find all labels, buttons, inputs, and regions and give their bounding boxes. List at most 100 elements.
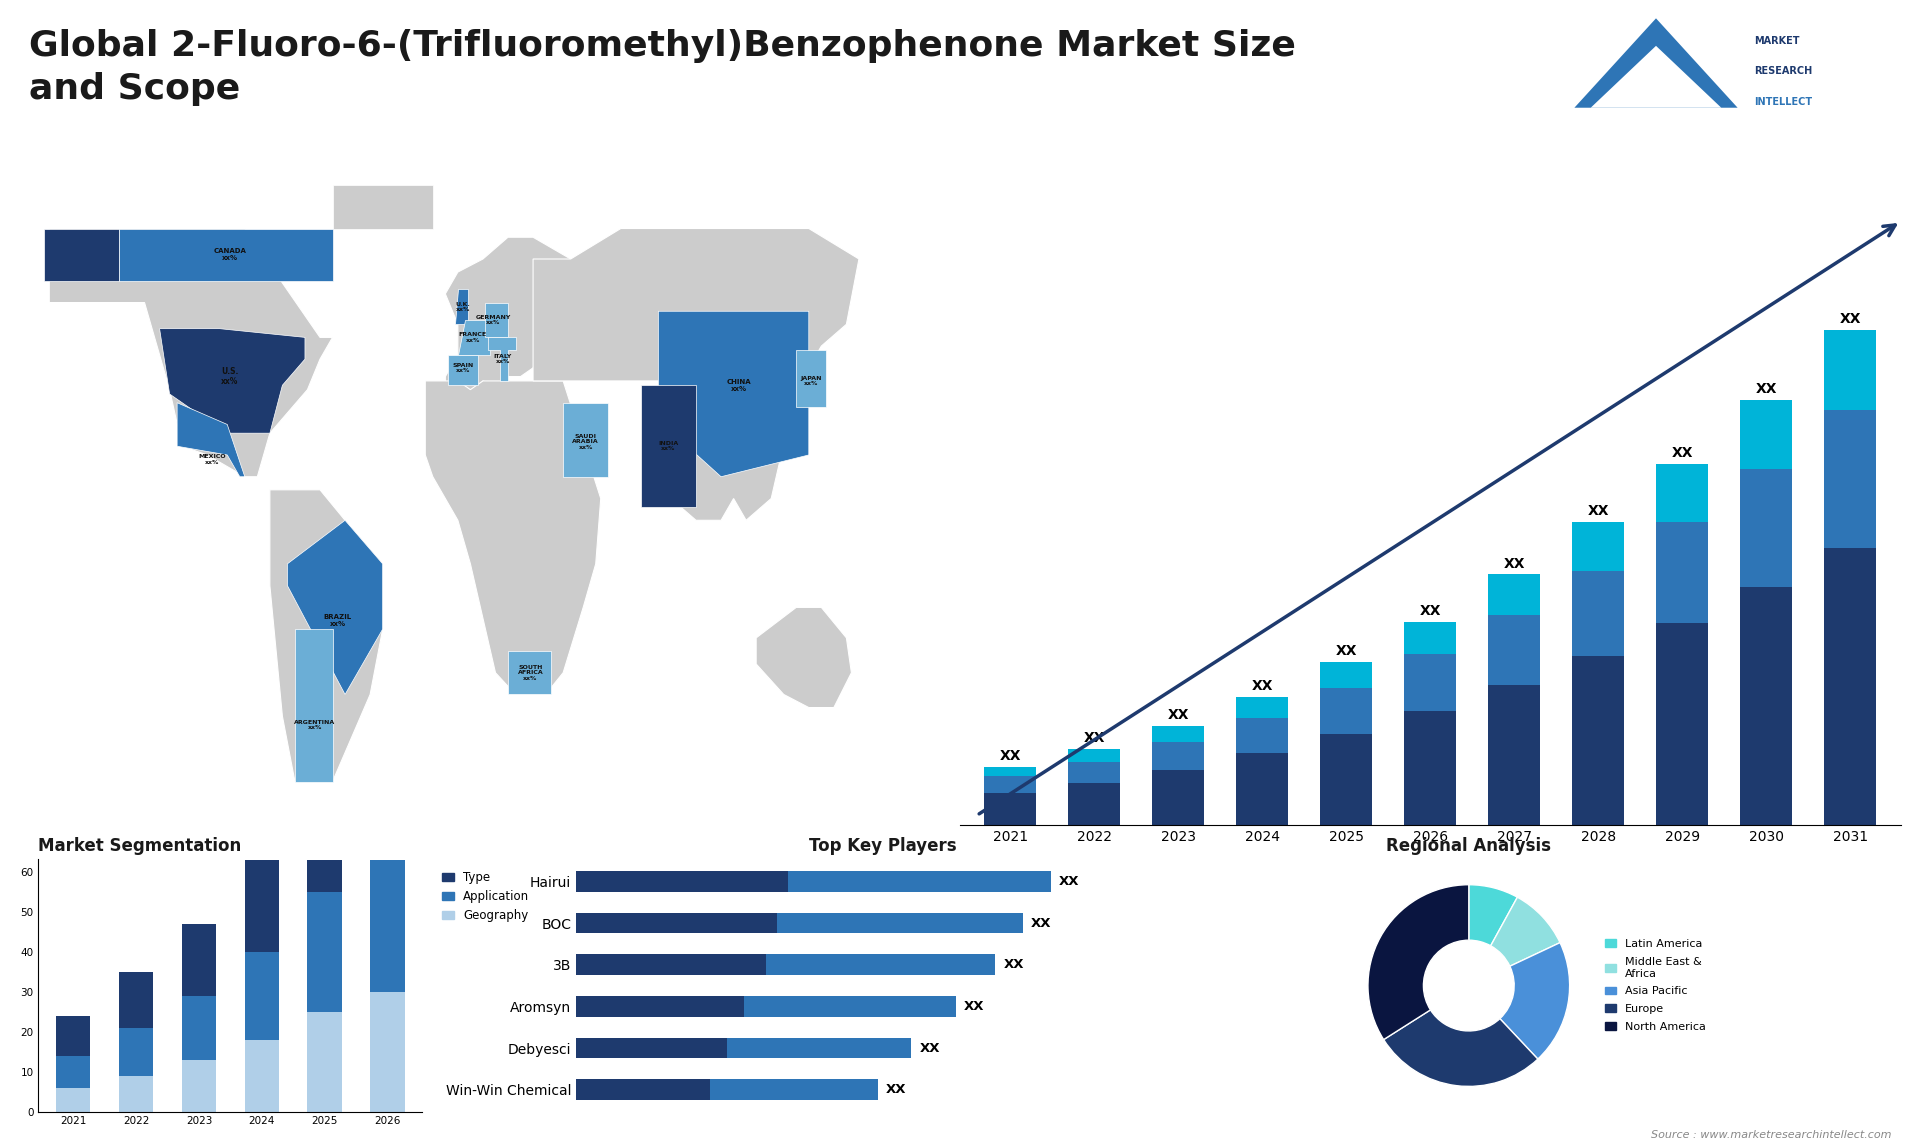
Bar	[371, 680, 405, 848]
Bar	[244, 851, 278, 951]
Bar	[743, 996, 956, 1017]
Polygon shape	[797, 351, 826, 407]
Wedge shape	[1500, 943, 1571, 1059]
Bar	[1404, 621, 1457, 654]
Text: XX: XX	[1588, 504, 1609, 518]
Text: FRANCE
xx%: FRANCE xx%	[459, 332, 488, 343]
Legend: Type, Application, Geography: Type, Application, Geography	[436, 865, 536, 928]
Bar	[1488, 615, 1540, 685]
Text: JAPAN
xx%: JAPAN xx%	[801, 376, 822, 386]
Polygon shape	[44, 228, 119, 281]
Bar	[119, 972, 154, 1028]
Polygon shape	[159, 329, 305, 433]
Polygon shape	[288, 520, 382, 694]
Text: XX: XX	[1060, 874, 1079, 888]
Wedge shape	[1469, 885, 1517, 945]
Polygon shape	[509, 651, 551, 694]
Bar	[1657, 523, 1709, 623]
Bar	[1824, 549, 1876, 825]
Text: XX: XX	[1755, 383, 1778, 397]
Text: XX: XX	[1672, 446, 1693, 460]
Bar	[119, 1028, 154, 1076]
Bar	[1321, 662, 1373, 689]
Text: XX: XX	[885, 1083, 906, 1097]
Bar	[182, 996, 217, 1060]
Polygon shape	[271, 489, 382, 782]
Polygon shape	[1590, 46, 1720, 108]
Bar	[576, 1080, 710, 1100]
Bar	[778, 912, 1023, 934]
Bar	[1657, 464, 1709, 523]
Bar	[1068, 783, 1121, 825]
Bar	[244, 951, 278, 1039]
Text: Market Segmentation: Market Segmentation	[38, 838, 242, 855]
Bar	[1236, 717, 1288, 754]
Bar	[728, 1037, 912, 1059]
Bar	[56, 1015, 90, 1055]
Polygon shape	[424, 380, 601, 694]
Text: Source : www.marketresearchintellect.com: Source : www.marketresearchintellect.com	[1651, 1130, 1891, 1140]
Polygon shape	[50, 228, 332, 477]
Text: XX: XX	[964, 1000, 985, 1013]
Polygon shape	[659, 312, 808, 477]
Polygon shape	[641, 385, 695, 508]
Bar	[1572, 571, 1624, 656]
Bar	[307, 752, 342, 892]
Text: XX: XX	[920, 1042, 941, 1054]
Wedge shape	[1367, 885, 1469, 1039]
Text: CHINA
xx%: CHINA xx%	[726, 379, 751, 392]
Bar	[371, 991, 405, 1112]
Bar	[1572, 656, 1624, 825]
Polygon shape	[488, 337, 515, 380]
Text: SOUTH
AFRICA
xx%: SOUTH AFRICA xx%	[518, 665, 543, 681]
Text: Global 2-Fluoro-6-(Trifluoromethyl)Benzophenone Market Size
and Scope: Global 2-Fluoro-6-(Trifluoromethyl)Benzo…	[29, 29, 1296, 107]
Polygon shape	[486, 303, 509, 337]
Bar	[119, 1076, 154, 1112]
Text: RESEARCH: RESEARCH	[1753, 66, 1812, 77]
Bar	[1152, 725, 1204, 743]
Bar	[1152, 770, 1204, 825]
Bar	[1068, 762, 1121, 783]
Text: XX: XX	[1419, 604, 1442, 618]
Text: XX: XX	[1252, 678, 1273, 692]
Polygon shape	[19, 172, 922, 825]
Bar	[1572, 523, 1624, 571]
Polygon shape	[119, 228, 332, 281]
Text: INDIA
xx%: INDIA xx%	[659, 441, 678, 452]
Title: Top Key Players: Top Key Players	[810, 838, 956, 855]
Polygon shape	[332, 185, 432, 228]
Text: MARKET: MARKET	[1753, 37, 1799, 46]
Bar	[1404, 654, 1457, 712]
Text: XX: XX	[1167, 708, 1188, 722]
Text: XX: XX	[1000, 748, 1021, 762]
Text: XX: XX	[1004, 958, 1023, 971]
Polygon shape	[177, 402, 244, 477]
Bar	[1740, 400, 1793, 469]
Bar	[576, 955, 766, 975]
Bar	[576, 871, 789, 892]
Legend: Latin America, Middle East &
Africa, Asia Pacific, Europe, North America: Latin America, Middle East & Africa, Asi…	[1601, 935, 1711, 1036]
Bar	[182, 924, 217, 996]
Text: MEXICO
xx%: MEXICO xx%	[198, 454, 227, 464]
Wedge shape	[1490, 897, 1561, 966]
Text: XX: XX	[1083, 731, 1106, 745]
Bar	[1321, 689, 1373, 733]
Bar	[1740, 588, 1793, 825]
Polygon shape	[534, 228, 858, 520]
Bar	[576, 1037, 728, 1059]
Text: U.K.
xx%: U.K. xx%	[455, 301, 470, 312]
Text: BRAZIL
xx%: BRAZIL xx%	[323, 614, 351, 627]
Bar	[789, 871, 1050, 892]
Bar	[1068, 748, 1121, 762]
Bar	[1404, 712, 1457, 825]
Polygon shape	[296, 629, 332, 782]
Text: GERMANY
xx%: GERMANY xx%	[476, 315, 511, 325]
Wedge shape	[1384, 1010, 1538, 1086]
Bar	[56, 1055, 90, 1088]
Text: U.S.
xx%: U.S. xx%	[221, 367, 238, 386]
Bar	[56, 1088, 90, 1112]
Bar	[576, 996, 743, 1017]
Text: ITALY
xx%: ITALY xx%	[493, 354, 513, 364]
Bar	[576, 912, 778, 934]
Bar	[1824, 330, 1876, 410]
